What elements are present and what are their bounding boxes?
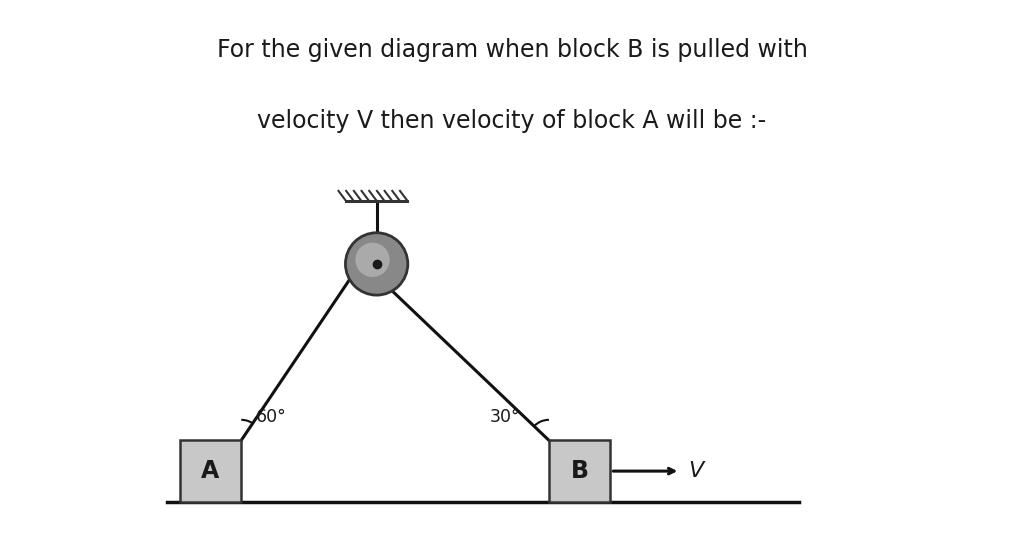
Text: 30°: 30° — [489, 408, 520, 426]
Text: For the given diagram when block B is pulled with: For the given diagram when block B is pu… — [216, 38, 808, 62]
Text: V: V — [688, 461, 703, 481]
Bar — [549, 440, 610, 502]
Text: B: B — [570, 459, 589, 483]
Text: A: A — [202, 459, 219, 483]
Circle shape — [355, 243, 390, 277]
Text: 60°: 60° — [256, 408, 287, 426]
Text: velocity V then velocity of block A will be :-: velocity V then velocity of block A will… — [257, 109, 767, 133]
Bar — [179, 440, 242, 502]
Circle shape — [345, 232, 408, 295]
